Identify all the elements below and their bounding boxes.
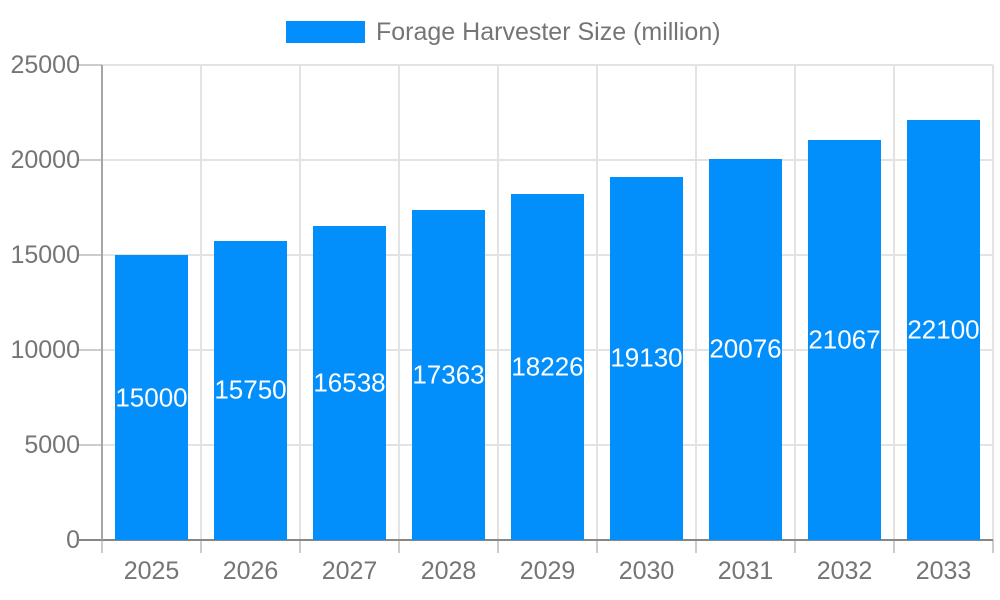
bar-value-label: 21067 xyxy=(808,324,881,355)
x-axis-tick xyxy=(398,540,400,553)
legend-color-swatch xyxy=(286,21,365,43)
x-axis-tick xyxy=(497,540,499,553)
x-gridline xyxy=(695,65,697,540)
x-gridline xyxy=(596,65,598,540)
x-gridline xyxy=(992,65,994,540)
x-axis-label: 2031 xyxy=(717,557,774,585)
bar-value-label: 22100 xyxy=(907,314,980,345)
x-axis-tick xyxy=(101,540,103,553)
x-gridline xyxy=(200,65,202,540)
y-gridline xyxy=(102,159,993,161)
y-gridline xyxy=(102,64,993,66)
bar[interactable] xyxy=(511,193,584,540)
y-axis-label: 0 xyxy=(66,526,80,554)
x-gridline xyxy=(893,65,895,540)
x-axis-tick xyxy=(992,540,994,553)
bar-value-label: 20076 xyxy=(709,333,782,364)
x-axis-tick xyxy=(200,540,202,553)
bar[interactable] xyxy=(808,139,881,540)
x-axis-tick xyxy=(794,540,796,553)
chart-legend[interactable]: Forage Harvester Size (million) xyxy=(286,19,721,45)
x-axis-label: 2025 xyxy=(123,557,180,585)
x-axis-tick xyxy=(596,540,598,553)
bar[interactable] xyxy=(214,240,287,540)
bar-value-label: 15000 xyxy=(115,382,188,412)
bar[interactable] xyxy=(610,176,683,540)
x-axis-label: 2033 xyxy=(915,557,972,585)
legend-series-label: Forage Harvester Size (million) xyxy=(376,18,721,46)
bar-value-label: 15750 xyxy=(214,374,287,405)
x-axis-label: 2029 xyxy=(519,557,576,585)
x-axis-baseline xyxy=(78,539,993,541)
x-axis-label: 2026 xyxy=(222,557,279,585)
x-axis-label: 2032 xyxy=(816,557,873,585)
y-axis-label: 10000 xyxy=(10,336,80,364)
bar[interactable] xyxy=(907,120,980,540)
y-axis-tick xyxy=(78,64,102,66)
x-axis-label: 2028 xyxy=(420,557,477,585)
bar-value-label: 17363 xyxy=(412,359,485,390)
x-axis-tick xyxy=(299,540,301,553)
bar-value-label: 19130 xyxy=(610,342,683,373)
bar[interactable] xyxy=(412,210,485,540)
x-axis-label: 2027 xyxy=(321,557,378,585)
x-gridline xyxy=(497,65,499,540)
y-axis-line xyxy=(101,65,103,540)
bar[interactable] xyxy=(313,225,386,540)
y-axis-label: 5000 xyxy=(24,431,80,459)
y-axis-tick xyxy=(78,349,102,351)
x-gridline xyxy=(299,65,301,540)
y-axis-label: 25000 xyxy=(10,51,80,79)
y-axis-label: 15000 xyxy=(10,241,80,269)
x-gridline xyxy=(398,65,400,540)
x-axis-tick xyxy=(893,540,895,553)
y-axis-tick xyxy=(78,159,102,161)
y-axis-label: 20000 xyxy=(10,146,80,174)
bar[interactable] xyxy=(709,158,782,540)
x-axis-label: 2030 xyxy=(618,557,675,585)
x-axis-tick xyxy=(695,540,697,553)
bar[interactable] xyxy=(115,255,188,540)
bar-value-label: 16538 xyxy=(313,367,386,398)
y-axis-tick xyxy=(78,254,102,256)
y-axis-tick xyxy=(78,444,102,446)
bar-value-label: 18226 xyxy=(511,351,584,382)
x-gridline xyxy=(794,65,796,540)
